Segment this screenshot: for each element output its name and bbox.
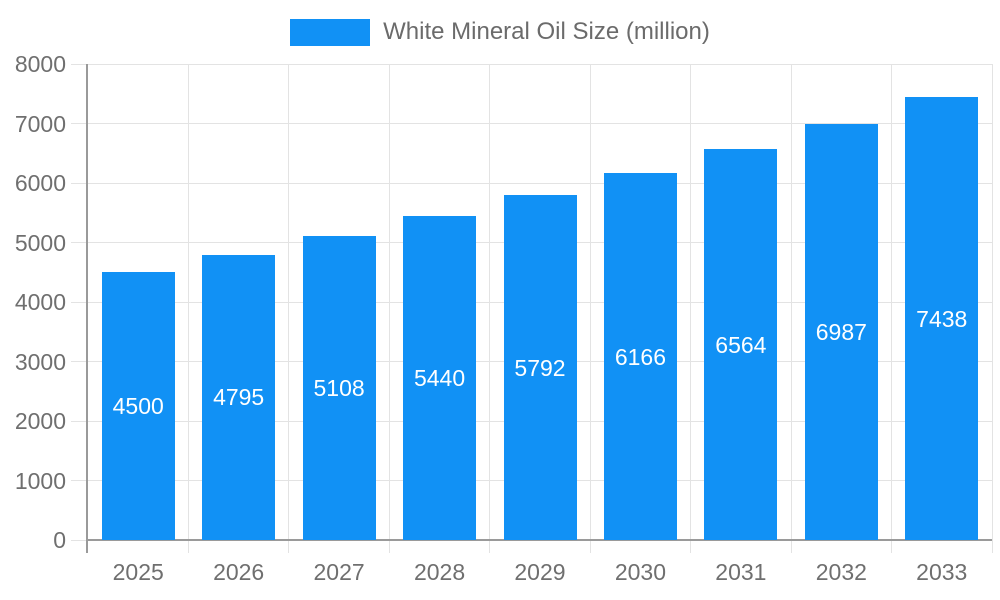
x-axis-tick-label-2030: 2030 (614, 559, 667, 585)
bar-value-label-2026: 4795 (213, 384, 265, 411)
bar-2026[interactable] (202, 254, 276, 540)
gridline-x-boundary (288, 64, 290, 553)
bar-2030[interactable] (603, 173, 677, 540)
y-axis-tick-label-2000: 2000 (14, 408, 66, 434)
gridline-x-boundary (589, 64, 591, 553)
bar-value-label-2025: 4500 (112, 393, 164, 420)
gridline-x-boundary (991, 64, 993, 553)
bar-value-label-2031: 6564 (715, 331, 767, 358)
bar-value-label-2027: 5108 (313, 375, 365, 402)
x-axis-tick-label-2026: 2026 (213, 559, 265, 585)
x-axis-tick-label-2032: 2032 (815, 559, 867, 585)
x-axis-line (86, 539, 992, 541)
x-axis-tick-label-2031: 2031 (715, 559, 767, 585)
gridline-x-boundary (489, 64, 491, 553)
bar-2027[interactable] (302, 236, 376, 540)
y-axis-tick-label-4000: 4000 (14, 289, 66, 315)
gridline-x-boundary (690, 64, 692, 553)
bar-2025[interactable] (101, 272, 175, 540)
legend-swatch[interactable] (290, 18, 371, 46)
y-axis-tick-label-7000: 7000 (14, 110, 66, 137)
bar-value-label-2033: 7438 (916, 305, 968, 332)
x-axis-tick-label-2027: 2027 (313, 559, 365, 585)
y-axis-tick-label-5000: 5000 (14, 229, 66, 256)
y-axis-tick-label-6000: 6000 (14, 170, 66, 196)
y-axis-tick-label-8000: 8000 (14, 51, 66, 77)
y-axis-tick-label-1000: 1000 (14, 467, 66, 494)
gridline-y-6000 (71, 182, 992, 184)
gridline-y-8000 (71, 63, 992, 65)
bar-2032[interactable] (804, 124, 878, 540)
legend-label: White Mineral Oil Size (million) (383, 18, 710, 45)
bar-value-label-2029: 5792 (514, 354, 566, 381)
x-axis-tick-label-2025: 2025 (112, 559, 164, 585)
bar-value-label-2032: 6987 (815, 319, 867, 346)
bar-value-label-2028: 5440 (413, 365, 466, 392)
bar-value-label-2030: 6166 (614, 343, 667, 370)
bar-2029[interactable] (503, 195, 577, 540)
x-axis-tick-label-2029: 2029 (514, 559, 566, 585)
gridline-x-boundary (187, 64, 189, 553)
y-axis-line (86, 64, 88, 553)
y-axis-tick-label-0: 0 (53, 527, 66, 553)
bar-2031[interactable] (704, 149, 778, 540)
gridline-y-7000 (71, 123, 992, 124)
bar-2033[interactable] (905, 97, 979, 540)
legend[interactable]: White Mineral Oil Size (million) (0, 6, 1000, 58)
bar-2028[interactable] (403, 216, 477, 540)
x-axis-tick-label-2028: 2028 (413, 559, 466, 585)
gridline-x-boundary (891, 64, 893, 553)
gridline-x-boundary (790, 64, 792, 553)
x-axis-tick-label-2033: 2033 (916, 559, 968, 585)
gridline-x-boundary (388, 64, 390, 553)
y-axis-tick-label-3000: 3000 (14, 348, 66, 375)
